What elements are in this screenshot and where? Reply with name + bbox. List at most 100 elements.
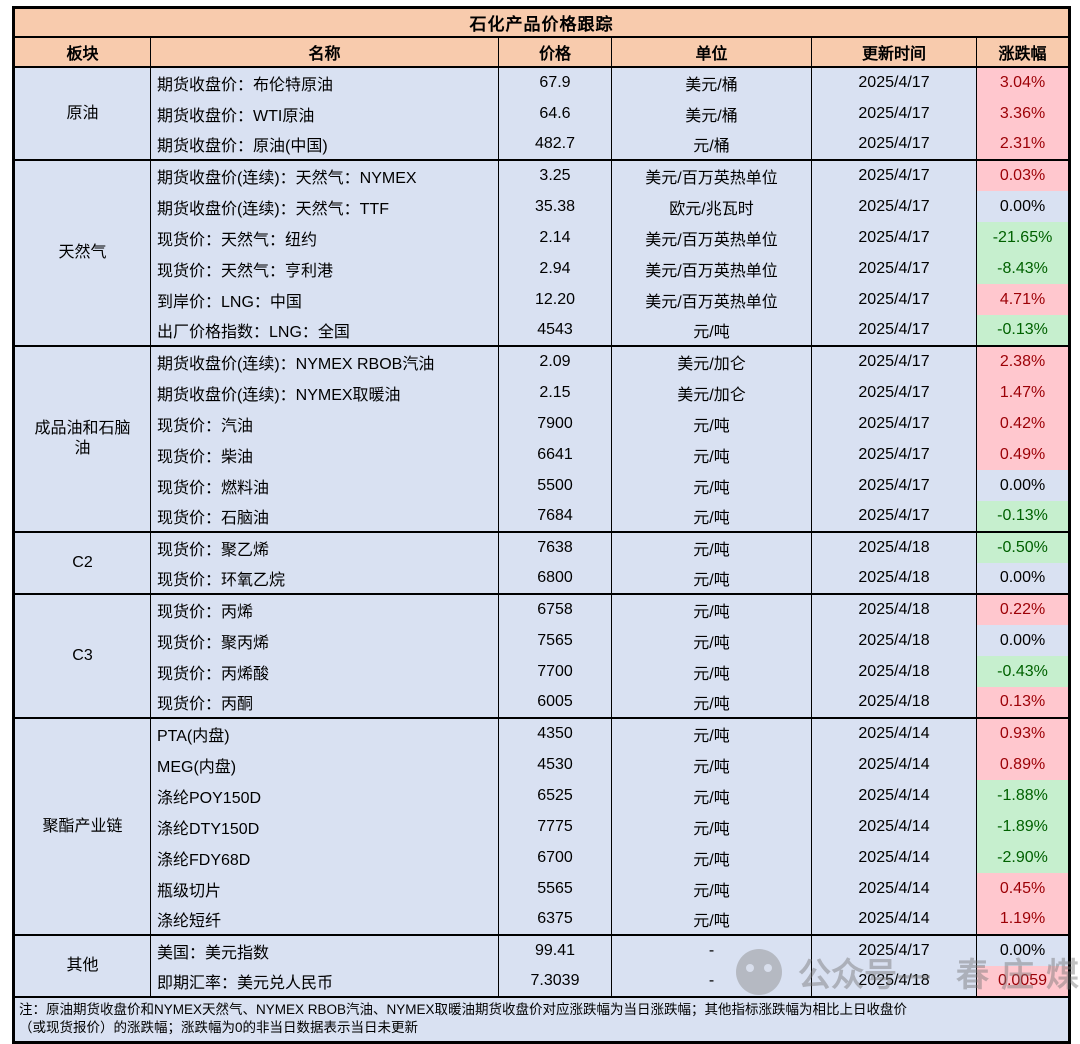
name-cell: 涤纶POY150D [150,780,499,811]
name-cell: 现货价：汽油 [150,408,499,439]
change-cell: 0.49% [975,439,1071,470]
change-cell: -0.13% [975,501,1071,532]
name-cell: 现货价：环氧乙烷 [150,563,499,594]
change-cell: 0.0059 [975,966,1071,997]
change-cell: -2.90% [975,842,1071,873]
unit-cell: 美元/桶 [611,66,812,98]
date-cell: 2025/4/18 [811,531,977,563]
column-header-sector: 板块 [13,36,151,68]
price-cell: 2.09 [498,345,612,377]
date-cell: 2025/4/17 [811,284,977,315]
unit-cell: 元/吨 [611,408,812,439]
column-header-change: 涨跌幅 [975,36,1071,68]
unit-cell: 元/吨 [611,873,812,904]
table-row: 涤纶POY150D 6525 元/吨 2025/4/14 -1.88% [14,780,1071,811]
date-cell: 2025/4/18 [811,563,977,594]
change-cell: 0.89% [975,749,1071,780]
table-row: 原油 期货收盘价：布伦特原油 67.9 美元/桶 2025/4/17 3.04% [13,66,1071,160]
name-cell: 到岸价：LNG：中国 [150,284,499,315]
table-row: 现货价：石脑油 7684 元/吨 2025/4/17 -0.13% [14,501,1071,532]
change-cell: -0.13% [975,315,1071,346]
name-cell: 现货价：聚乙烯 [150,531,499,563]
price-cell: 12.20 [498,284,612,315]
price-cell: 5500 [498,470,612,501]
name-cell: 出厂价格指数：LNG：全国 [150,315,499,346]
name-cell: 现货价：天然气：纽约 [150,222,499,253]
price-cell: 6700 [498,842,612,873]
change-cell: 1.19% [975,904,1071,935]
change-cell: 0.03% [975,159,1071,191]
section-label: 成品油和石脑油 [13,345,151,532]
date-cell: 2025/4/17 [811,129,977,160]
unit-cell: 美元/百万英热单位 [611,284,812,315]
section-label: 聚酯产业链 [13,717,151,935]
footnote-line-2: （或现货报价）的涨跌幅；涨跌幅为0的非当日数据表示当日未更新 [19,1019,419,1035]
change-cell: 0.00% [975,470,1071,501]
date-cell: 2025/4/18 [811,966,977,997]
date-cell: 2025/4/14 [811,717,977,749]
price-cell: 7638 [498,531,612,563]
change-cell: 0.45% [975,873,1071,904]
footnote-line-1: 注：原油期货收盘价和NYMEX天然气、NYMEX RBOB汽油、NYMEX取暖油… [19,1002,908,1017]
column-header-name: 名称 [150,36,499,68]
name-cell: 期货收盘价(连续)：天然气：NYMEX [150,159,499,191]
name-cell: 瓶级切片 [150,873,499,904]
change-cell: 4.71% [975,284,1071,315]
price-cell: 482.7 [498,129,612,160]
column-header-price: 价格 [498,36,612,68]
price-cell: 35.38 [498,191,612,222]
change-cell: -1.89% [975,811,1071,842]
unit-cell: 欧元/兆瓦时 [611,191,812,222]
table-row: 现货价：环氧乙烷 6800 元/吨 2025/4/18 0.00% [14,563,1071,594]
title-row: 石化产品价格跟踪 [13,7,1070,38]
price-cell: 2.15 [498,377,612,408]
footnote-row: 注：原油期货收盘价和NYMEX天然气、NYMEX RBOB汽油、NYMEX取暖油… [13,996,1070,1043]
name-cell: 现货价：燃料油 [150,470,499,501]
unit-cell: 元/吨 [611,593,812,625]
date-cell: 2025/4/17 [811,934,977,966]
change-cell: 0.13% [975,687,1071,718]
date-cell: 2025/4/14 [811,780,977,811]
table-row: 现货价：天然气：纽约 2.14 美元/百万英热单位 2025/4/17 -21.65% [14,222,1071,253]
price-cell: 7700 [498,656,612,687]
date-cell: 2025/4/17 [811,315,977,346]
date-cell: 2025/4/17 [811,439,977,470]
name-cell: 涤纶短纤 [150,904,499,935]
table-row: 瓶级切片 5565 元/吨 2025/4/14 0.45% [14,873,1071,904]
date-cell: 2025/4/14 [811,811,977,842]
unit-cell: 元/吨 [611,625,812,656]
change-cell: -1.88% [975,780,1071,811]
price-table: 石化产品价格跟踪 板块 名称 价格 单位 更新时间 涨跌幅 原油 期货收盘价：布伦… [12,6,1072,1044]
price-cell: 6758 [498,593,612,625]
unit-cell: 元/吨 [611,470,812,501]
price-cell: 6800 [498,563,612,594]
table-row: C3 现货价：丙烯 6758 元/吨 2025/4/18 0.22% [13,593,1071,718]
change-cell: 0.00% [975,563,1071,594]
name-cell: 涤纶FDY68D [150,842,499,873]
name-cell: 期货收盘价：WTI原油 [150,98,499,129]
name-cell: MEG(内盘) [150,749,499,780]
table-row: 成品油和石脑油 期货收盘价(连续)：NYMEX RBOB汽油 2.09 美元/加仑 20… [13,345,1071,532]
table-row: 期货收盘价(连续)：NYMEX取暖油 2.15 美元/加仑 2025/4/17 1.47… [14,377,1071,408]
name-cell: 涤纶DTY150D [150,811,499,842]
unit-cell: - [611,966,812,997]
table-row: 涤纶短纤 6375 元/吨 2025/4/14 1.19% [14,904,1071,935]
name-cell: PTA(内盘) [150,717,499,749]
date-cell: 2025/4/17 [811,159,977,191]
table-row: 涤纶FDY68D 6700 元/吨 2025/4/14 -2.90% [14,842,1071,873]
table-row: 其他 美国：美元指数 99.41-2025/4/17 0.00% [13,934,1071,997]
name-cell: 现货价：天然气：亨利港 [150,253,499,284]
unit-cell: 元/吨 [611,501,812,532]
price-cell: 6641 [498,439,612,470]
table-body: 原油 期货收盘价：布伦特原油 67.9 美元/桶 2025/4/17 3.04% 期货收盘价… [13,66,1071,997]
name-cell: 即期汇率：美元兑人民币 [150,966,499,997]
section-label: C3 [13,593,151,718]
unit-cell: 元/吨 [611,531,812,563]
table-row: 现货价：丙烯酸 7700 元/吨 2025/4/18 -0.43% [14,656,1071,687]
table-row: 天然气 期货收盘价(连续)：天然气：NYMEX 3.25 美元/百万英热单位 2025/… [13,159,1071,346]
name-cell: 期货收盘价(连续)：NYMEX RBOB汽油 [150,345,499,377]
table-row: 聚酯产业链 PTA(内盘) 4350 元/吨 2025/4/14 0.93% [13,717,1071,935]
unit-cell: 元/吨 [611,687,812,718]
unit-cell: 元/吨 [611,811,812,842]
table-row: 期货收盘价：WTI原油 64.6 美元/桶 2025/4/17 3.36% [14,98,1071,129]
